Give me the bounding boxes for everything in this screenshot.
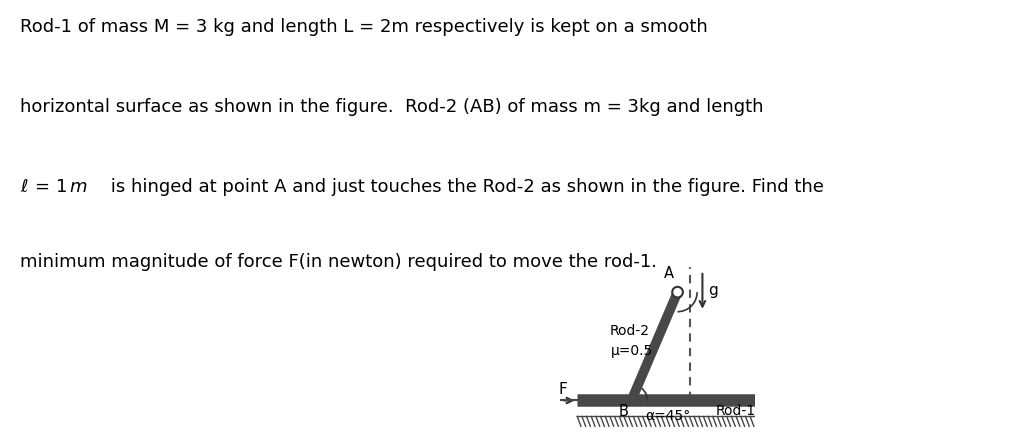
Text: minimum magnitude of force F(in newton) required to move the rod-1.: minimum magnitude of force F(in newton) … xyxy=(20,253,657,271)
Text: A: A xyxy=(664,266,674,281)
Text: $\ell\,{=}\,1\,m$: $\ell\,{=}\,1\,m$ xyxy=(20,178,89,196)
Text: is hinged at point A and just touches the Rod-2 as shown in the figure. Find the: is hinged at point A and just touches th… xyxy=(105,178,824,196)
Text: μ=0.5: μ=0.5 xyxy=(611,344,653,358)
Text: α=45°: α=45° xyxy=(645,409,691,424)
Text: horizontal surface as shown in the figure.  Rod-2 (AB) of mass m = 3kg and lengt: horizontal surface as shown in the figur… xyxy=(20,98,764,116)
Text: Rod-2: Rod-2 xyxy=(609,324,649,338)
Text: F: F xyxy=(558,382,567,397)
Text: Rod-1: Rod-1 xyxy=(716,404,756,418)
Text: Rod-1 of mass M = 3 kg and length L = 2m respectively is kept on a smooth: Rod-1 of mass M = 3 kg and length L = 2m… xyxy=(20,18,709,36)
Text: B: B xyxy=(618,404,629,419)
Text: g: g xyxy=(708,283,718,298)
Circle shape xyxy=(672,287,683,297)
